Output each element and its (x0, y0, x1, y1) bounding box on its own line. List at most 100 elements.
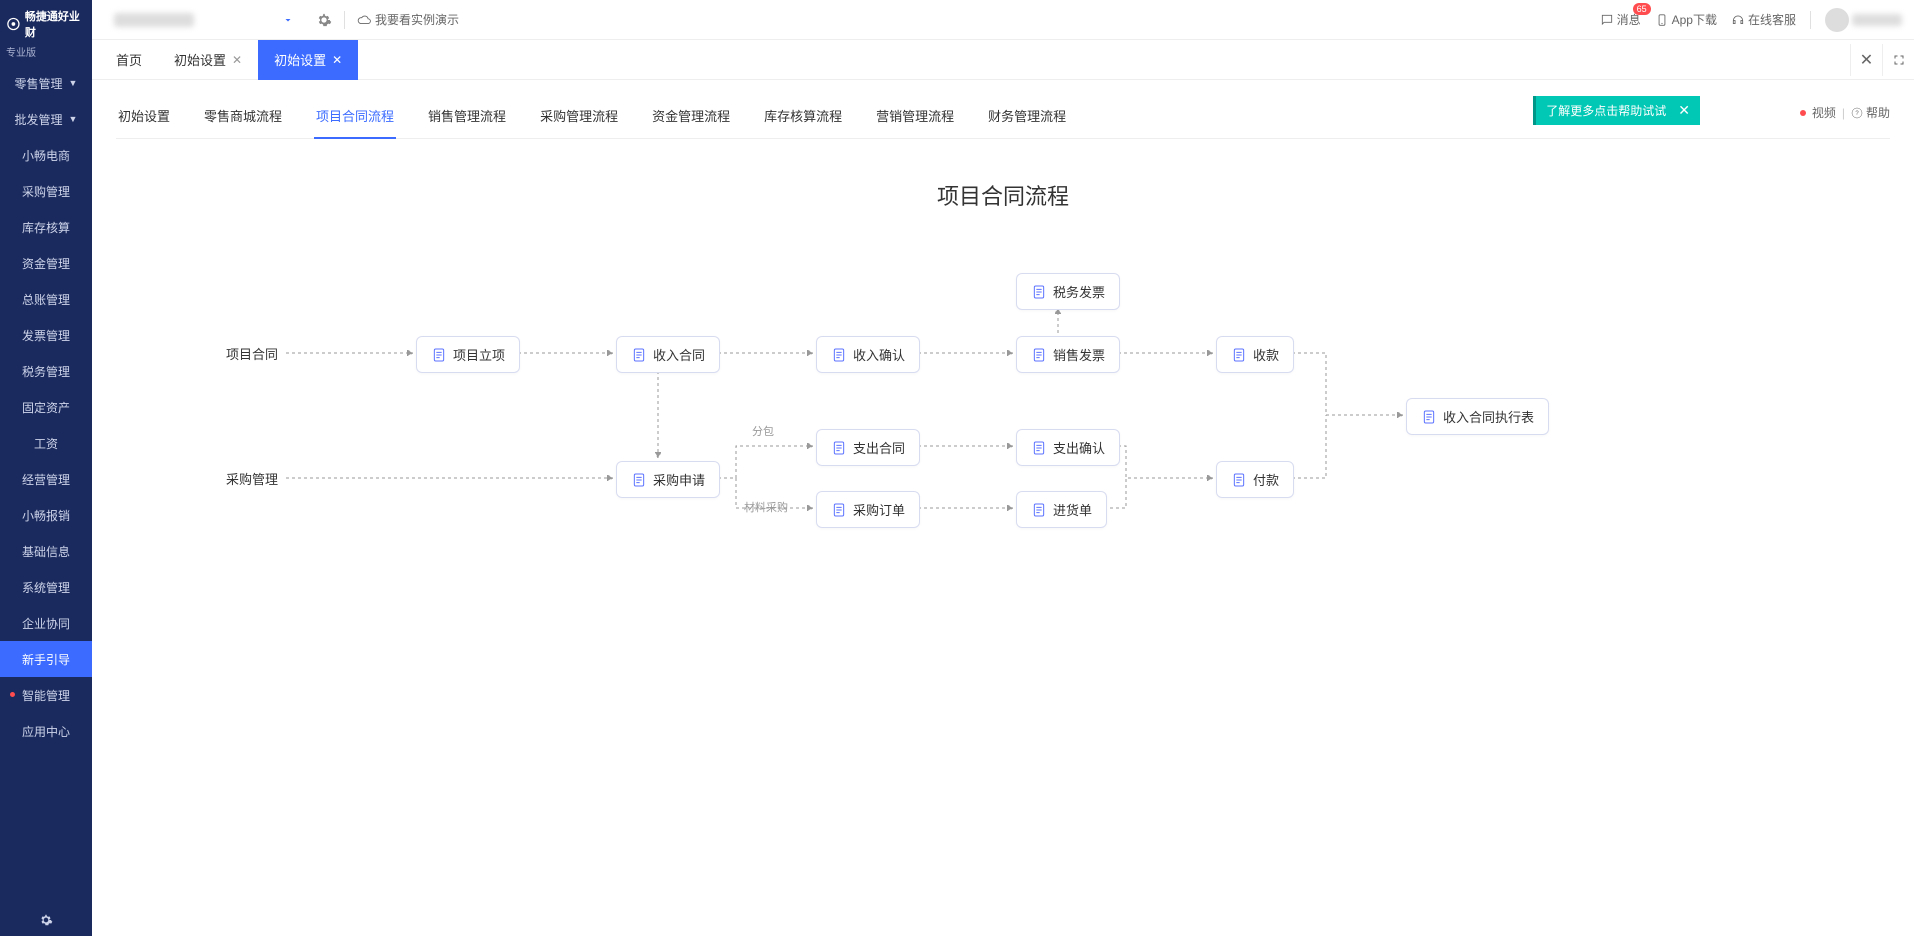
sidebar-item-label: 零售管理 (15, 75, 63, 92)
flow-node-payment[interactable]: 付款 (1216, 461, 1294, 498)
tab-0[interactable]: 首页 (100, 40, 158, 80)
close-tabs-button[interactable]: ✕ (1850, 44, 1882, 76)
document-icon (431, 347, 447, 363)
flow-node-tax_inv[interactable]: 税务发票 (1016, 273, 1120, 310)
help-link[interactable]: ? 帮助 (1851, 104, 1890, 121)
close-icon[interactable]: ✕ (232, 53, 242, 67)
sidebar-item-label: 工资 (34, 435, 58, 452)
flow-node-exp_ok[interactable]: 支出确认 (1016, 429, 1120, 466)
edge-label-subcontract: 分包 (752, 423, 774, 439)
help-label: 帮助 (1866, 104, 1890, 121)
row-label-purchase: 采购管理 (226, 469, 278, 488)
document-icon (1231, 472, 1247, 488)
sidebar-item-1[interactable]: 批发管理▼ (0, 101, 92, 137)
sidebar-settings[interactable] (0, 904, 92, 936)
help-banner[interactable]: 了解更多点击帮助试试 ✕ (1533, 96, 1700, 125)
demo-link[interactable]: 我要看实例演示 (357, 11, 459, 28)
close-icon[interactable]: ✕ (1678, 102, 1690, 119)
inner-nav-item-4[interactable]: 采购管理流程 (538, 100, 620, 138)
sidebar-item-12[interactable]: 小畅报销 (0, 497, 92, 533)
flow-node-exp_c[interactable]: 支出合同 (816, 429, 920, 466)
settings-button[interactable] (312, 8, 336, 32)
sidebar-item-label: 应用中心 (22, 723, 70, 740)
video-label: 视频 (1812, 104, 1836, 121)
sidebar-item-14[interactable]: 系统管理 (0, 569, 92, 605)
sidebar-item-11[interactable]: 经营管理 (0, 461, 92, 497)
svg-text:?: ? (1855, 111, 1859, 117)
sidebar-item-16[interactable]: 新手引导 (0, 641, 92, 677)
flow-node-receipt[interactable]: 收款 (1216, 336, 1294, 373)
inner-nav-item-8[interactable]: 财务管理流程 (986, 100, 1068, 138)
flow-node-label: 采购申请 (653, 470, 705, 489)
flow-node-label: 支出确认 (1053, 438, 1105, 457)
avatar (1825, 8, 1849, 32)
logo[interactable]: 畅捷通好业财 (0, 0, 92, 44)
sidebar-item-15[interactable]: 企业协同 (0, 605, 92, 641)
flow-node-sales_inv[interactable]: 销售发票 (1016, 336, 1120, 373)
sidebar-item-label: 智能管理 (22, 687, 70, 704)
messages-button[interactable]: 消息 65 (1600, 11, 1641, 28)
sidebar-item-9[interactable]: 固定资产 (0, 389, 92, 425)
sidebar-item-label: 批发管理 (15, 111, 63, 128)
sidebar-item-5[interactable]: 资金管理 (0, 245, 92, 281)
inner-nav-item-0[interactable]: 初始设置 (116, 100, 172, 138)
brand-edition: 专业版 (0, 44, 92, 65)
inner-nav-item-2[interactable]: 项目合同流程 (314, 100, 396, 139)
sidebar-item-label: 资金管理 (22, 255, 70, 272)
flow-node-income_c[interactable]: 收入合同 (616, 336, 720, 373)
user-menu[interactable] (1825, 8, 1902, 32)
sidebar-item-7[interactable]: 发票管理 (0, 317, 92, 353)
fullscreen-button[interactable] (1882, 44, 1914, 76)
new-indicator-icon (1800, 110, 1806, 116)
sidebar-item-13[interactable]: 基础信息 (0, 533, 92, 569)
flow-node-label: 销售发票 (1053, 345, 1105, 364)
sidebar-item-4[interactable]: 库存核算 (0, 209, 92, 245)
help-banner-label: 了解更多点击帮助试试 (1546, 102, 1666, 119)
sidebar-item-10[interactable]: 工资 (0, 425, 92, 461)
chevron-down-icon (282, 14, 294, 26)
tab-2[interactable]: 初始设置✕ (258, 40, 358, 80)
support-button[interactable]: 在线客服 (1731, 11, 1796, 28)
flow-node-pur_order[interactable]: 采购订单 (816, 491, 920, 528)
document-icon (1031, 440, 1047, 456)
sidebar-item-label: 库存核算 (22, 219, 70, 236)
sidebar-item-3[interactable]: 采购管理 (0, 173, 92, 209)
sidebar-item-label: 采购管理 (22, 183, 70, 200)
sidebar-menu: 零售管理▼批发管理▼小畅电商采购管理库存核算资金管理总账管理发票管理税务管理固定… (0, 65, 92, 904)
tab-label: 初始设置 (174, 50, 226, 69)
document-icon (1031, 347, 1047, 363)
gear-icon (39, 913, 53, 927)
tabstrip: 首页初始设置✕初始设置✕ ✕ (92, 40, 1914, 80)
flow-node-income_exec[interactable]: 收入合同执行表 (1406, 398, 1549, 435)
sidebar-item-17[interactable]: 智能管理 (0, 677, 92, 713)
messages-badge: 65 (1633, 3, 1651, 15)
headset-icon (1731, 13, 1745, 27)
topbar: 我要看实例演示 消息 65 App下载 在线客服 (92, 0, 1914, 40)
close-icon[interactable]: ✕ (332, 53, 342, 67)
username (1852, 14, 1902, 26)
sidebar-item-8[interactable]: 税务管理 (0, 353, 92, 389)
inner-nav-item-1[interactable]: 零售商城流程 (202, 100, 284, 138)
flow-node-label: 付款 (1253, 470, 1279, 489)
document-icon (631, 472, 647, 488)
mobile-icon (1655, 13, 1669, 27)
flow-node-pur_req[interactable]: 采购申请 (616, 461, 720, 498)
divider (344, 11, 345, 29)
sidebar-item-0[interactable]: 零售管理▼ (0, 65, 92, 101)
inner-nav-item-6[interactable]: 库存核算流程 (762, 100, 844, 138)
sidebar-item-18[interactable]: 应用中心 (0, 713, 92, 749)
sidebar-item-6[interactable]: 总账管理 (0, 281, 92, 317)
demo-link-label: 我要看实例演示 (375, 11, 459, 28)
flow-node-goods_in[interactable]: 进货单 (1016, 491, 1107, 528)
inner-nav-item-7[interactable]: 营销管理流程 (874, 100, 956, 138)
flow-node-income_ok[interactable]: 收入确认 (816, 336, 920, 373)
flow-node-proj_init[interactable]: 项目立项 (416, 336, 520, 373)
org-selector[interactable] (104, 6, 304, 34)
video-link[interactable]: 视频 (1812, 104, 1836, 121)
inner-nav-item-5[interactable]: 资金管理流程 (650, 100, 732, 138)
inner-nav-item-3[interactable]: 销售管理流程 (426, 100, 508, 138)
app-download-button[interactable]: App下载 (1655, 11, 1717, 28)
sidebar-item-2[interactable]: 小畅电商 (0, 137, 92, 173)
tab-1[interactable]: 初始设置 ✕ (158, 40, 258, 80)
sidebar: 畅捷通好业财 专业版 零售管理▼批发管理▼小畅电商采购管理库存核算资金管理总账管… (0, 0, 92, 936)
